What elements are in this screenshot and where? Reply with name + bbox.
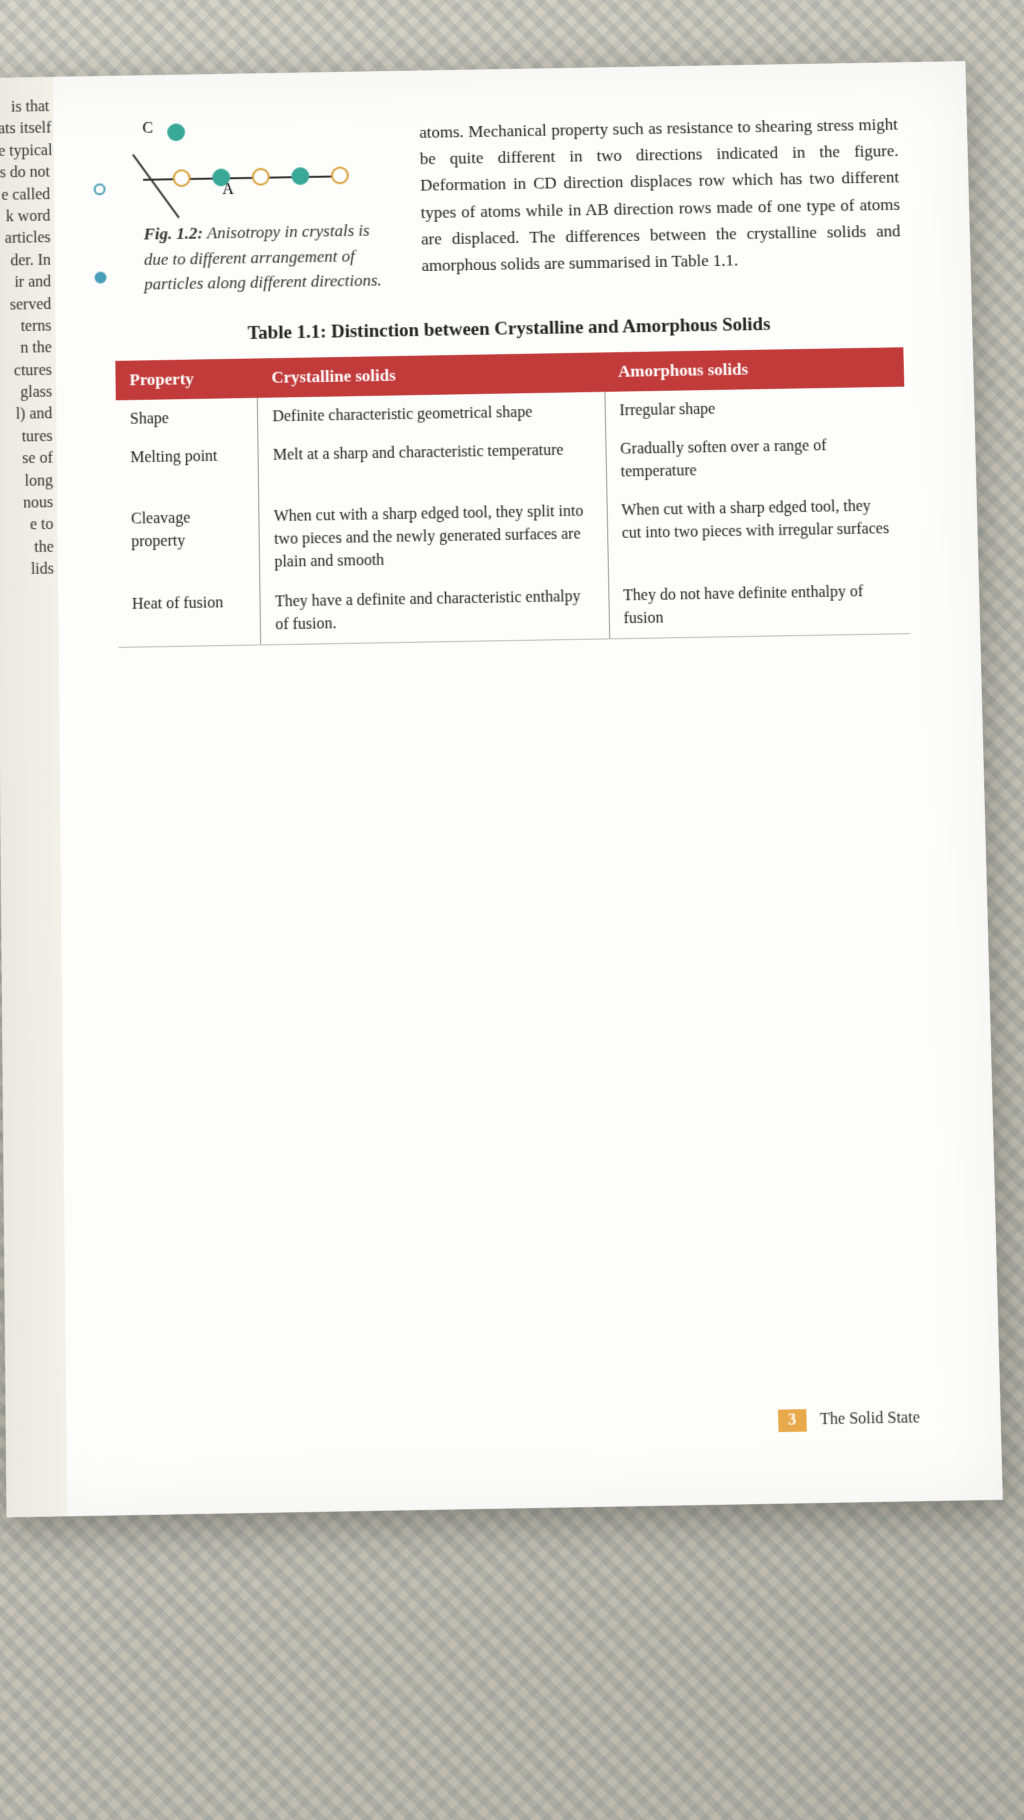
atom-3	[252, 168, 270, 186]
margin-fragment: nous	[1, 492, 53, 515]
figure-caption: Fig. 1.2: Anisotropy in crystals is due …	[114, 218, 392, 298]
atom-1	[173, 169, 191, 187]
margin-fragment: l) and	[1, 404, 53, 427]
margin-fragment: e called	[0, 184, 50, 207]
page-number: 3	[778, 1409, 807, 1432]
margin-fragment: ir and	[0, 272, 51, 295]
margin-fragment: glass	[0, 382, 52, 405]
label-a: A	[222, 181, 234, 199]
table-cell: Irregular shape	[605, 386, 906, 430]
chapter-name: The Solid State	[820, 1409, 920, 1428]
margin-fragment: terns	[0, 316, 52, 339]
margin-fragment: articles	[0, 228, 51, 251]
table-title: Table 1.1: Distinction between Crystalli…	[115, 311, 903, 346]
margin-fragment: served	[0, 294, 51, 317]
margin-fragment: n the	[0, 338, 52, 361]
figure-block: C A Fig. 1.2: Anisotropy in crystals is …	[113, 120, 393, 298]
atom-c-top	[167, 123, 185, 141]
page-footer: 3 The Solid State	[778, 1407, 920, 1432]
top-row: C A Fig. 1.2: Anisotropy in crystals is …	[113, 111, 902, 297]
table-cell: They do not have definite enthalpy of fu…	[608, 571, 910, 639]
table-row: Heat of fusionThey have a definite and c…	[118, 571, 911, 647]
margin-fragment: k word	[0, 206, 50, 229]
label-c: C	[142, 120, 153, 138]
margin-fragment: ctures	[0, 360, 52, 383]
margin-fragment: ats itself	[0, 118, 50, 141]
margin-fragment: is that	[0, 96, 49, 119]
bullet-2	[95, 272, 107, 284]
table-header-cell: Property	[115, 358, 257, 400]
table-cell: Melting point	[116, 436, 259, 500]
margin-fragment: se of	[1, 448, 53, 471]
table-cell: Heat of fusion	[118, 582, 261, 647]
line-c	[132, 154, 180, 218]
table-row: Cleavage propertyWhen cut with a sharp e…	[117, 486, 909, 585]
margin-fragment: s do not	[0, 162, 50, 185]
atom-4	[291, 167, 309, 185]
margin-fragment: der. In	[0, 250, 51, 273]
table-body: ShapeDefinite characteristic geometrical…	[116, 386, 911, 647]
table-cell: Cleavage property	[117, 498, 260, 585]
fig-prefix: Fig. 1.2:	[144, 224, 204, 244]
atom-5	[331, 166, 349, 184]
main-content: C A Fig. 1.2: Anisotropy in crystals is …	[113, 101, 911, 648]
table-cell: Melt at a sharp and characteristic tempe…	[258, 430, 606, 498]
margin-fragment: e to	[2, 514, 54, 537]
comparison-table: PropertyCrystalline solidsAmorphous soli…	[115, 347, 910, 648]
margin-fragment: tures	[1, 426, 53, 449]
margin-fragment: long	[1, 470, 53, 493]
table-cell: Definite characteristic geometrical shap…	[258, 391, 606, 436]
body-paragraph: atoms. Mechanical property such as resis…	[419, 111, 901, 279]
table-header-cell: Amorphous solids	[604, 347, 904, 392]
margin-fragment: the	[2, 537, 54, 560]
table-cell: They have a definite and characteristic …	[260, 576, 609, 645]
left-margin-fragments: is thatats itselfe typicals do note call…	[0, 77, 67, 1518]
table-cell: Shape	[116, 397, 258, 438]
table-cell: When cut with a sharp edged tool, they c…	[607, 486, 909, 576]
table-header-cell: Crystalline solids	[257, 352, 604, 397]
anisotropy-diagram: C A	[113, 120, 391, 213]
margin-fragment: lids	[2, 559, 54, 582]
table-cell: When cut with a sharp edged tool, they s…	[259, 492, 608, 583]
book-page: is thatats itselfe typicals do note call…	[0, 61, 1003, 1517]
table-cell: Gradually soften over a range of tempera…	[605, 425, 906, 492]
margin-fragment: e typical	[0, 140, 50, 163]
bullet-1	[94, 183, 106, 195]
